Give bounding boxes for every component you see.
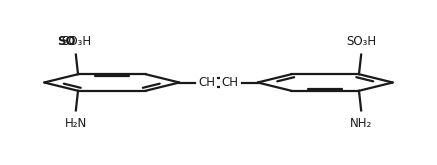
Text: SO: SO [57, 35, 76, 48]
Text: SO₃H: SO₃H [346, 35, 376, 48]
Text: H₂N: H₂N [65, 117, 87, 130]
Text: NH₂: NH₂ [350, 117, 372, 130]
Text: CH: CH [222, 76, 239, 89]
Text: SO₃H: SO₃H [61, 35, 91, 48]
Text: CH: CH [198, 76, 215, 89]
